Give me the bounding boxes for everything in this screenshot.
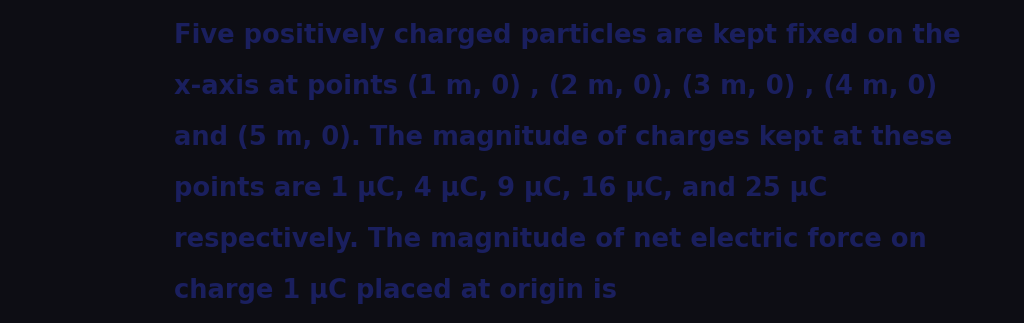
Text: respectively. The magnitude of net electric force on: respectively. The magnitude of net elect…	[173, 227, 927, 253]
Text: x-axis at points (1 m, 0) , (2 m, 0), (3 m, 0) , (4 m, 0): x-axis at points (1 m, 0) , (2 m, 0), (3…	[173, 74, 937, 99]
Text: charge 1 μC placed at origin is: charge 1 μC placed at origin is	[173, 278, 616, 304]
Text: Five positively charged particles are kept fixed on the: Five positively charged particles are ke…	[173, 23, 961, 48]
Text: points are 1 μC, 4 μC, 9 μC, 16 μC, and 25 μC: points are 1 μC, 4 μC, 9 μC, 16 μC, and …	[173, 176, 827, 202]
Text: and (5 m, 0). The magnitude of charges kept at these: and (5 m, 0). The magnitude of charges k…	[173, 125, 951, 151]
